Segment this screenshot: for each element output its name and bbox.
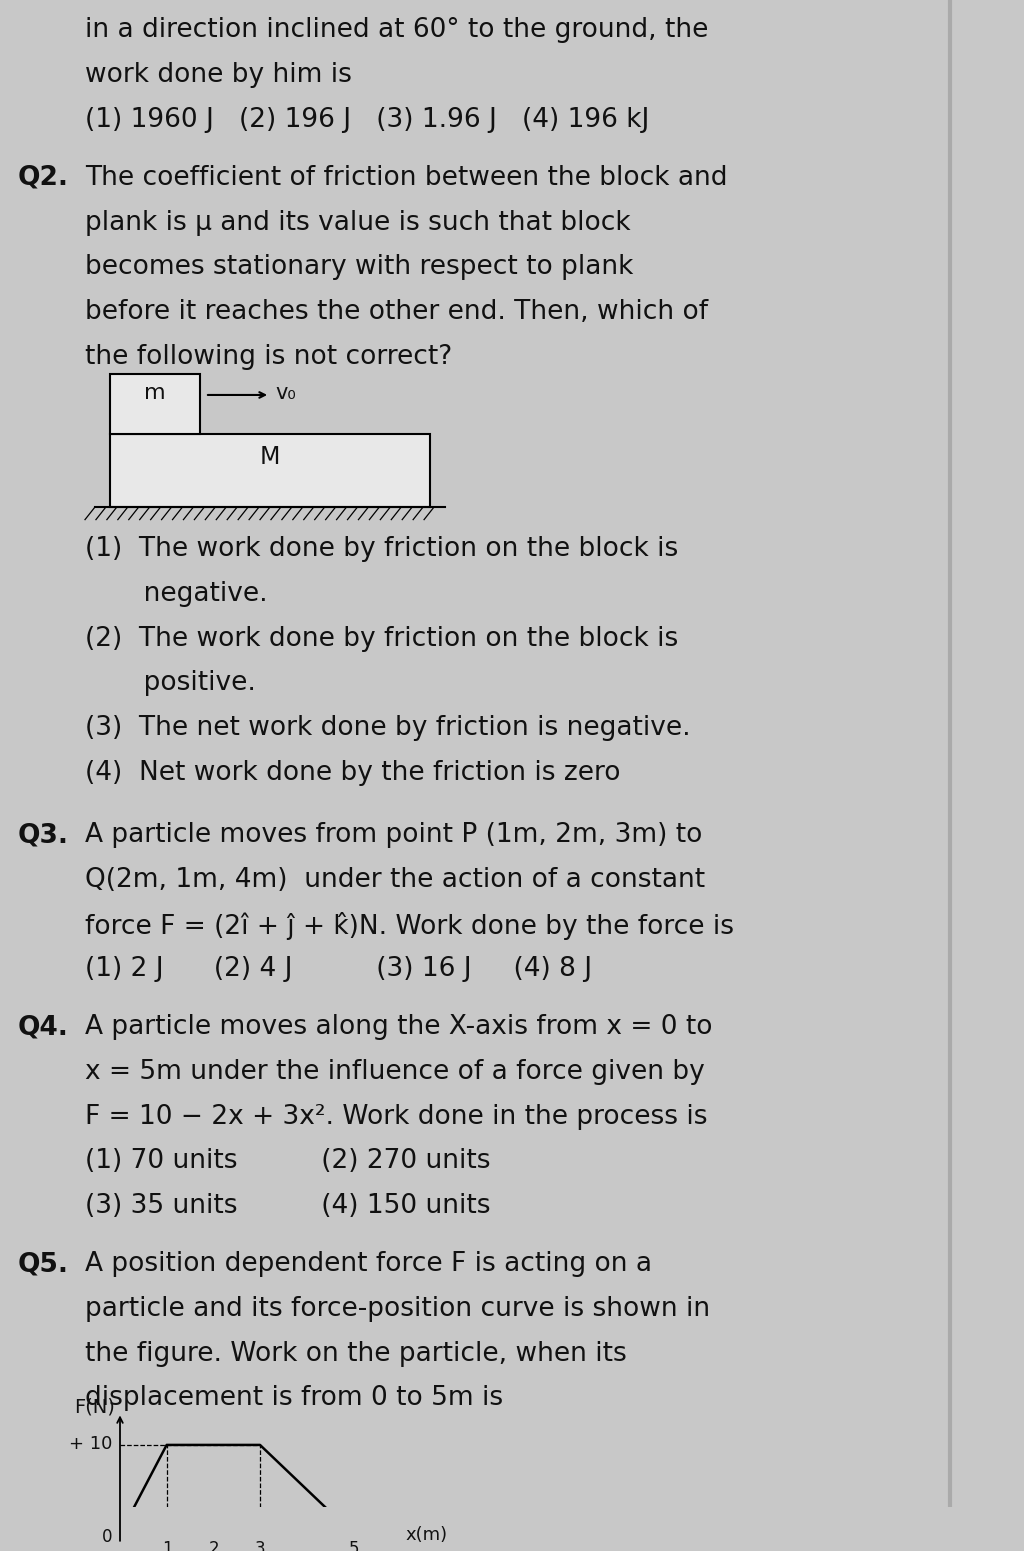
Text: plank is μ and its value is such that block: plank is μ and its value is such that bl… <box>85 209 631 236</box>
Text: negative.: negative. <box>85 580 267 606</box>
Text: (2)  The work done by friction on the block is: (2) The work done by friction on the blo… <box>85 625 678 651</box>
Text: M: M <box>260 445 281 468</box>
Text: A particle moves along the X-axis from x = 0 to: A particle moves along the X-axis from x… <box>85 1014 713 1041</box>
Text: 3: 3 <box>255 1540 265 1551</box>
Text: displacement is from 0 to 5m is: displacement is from 0 to 5m is <box>85 1385 503 1411</box>
Text: particle and its force-position curve is shown in: particle and its force-position curve is… <box>85 1297 710 1321</box>
Bar <box>110 434 430 507</box>
Text: (3)  The net work done by friction is negative.: (3) The net work done by friction is neg… <box>85 715 690 741</box>
Text: (1) 70 units          (2) 270 units: (1) 70 units (2) 270 units <box>85 1148 490 1174</box>
Text: (3) 35 units          (4) 150 units: (3) 35 units (4) 150 units <box>85 1193 490 1219</box>
Text: (4)  Net work done by the friction is zero: (4) Net work done by the friction is zer… <box>85 760 621 786</box>
Text: 0: 0 <box>101 1528 112 1546</box>
Text: Q3.: Q3. <box>18 822 69 848</box>
Bar <box>110 374 200 434</box>
Text: v₀: v₀ <box>275 383 296 403</box>
Text: + 10: + 10 <box>69 1435 112 1453</box>
Text: F = 10 − 2x + 3x². Work done in the process is: F = 10 − 2x + 3x². Work done in the proc… <box>85 1104 708 1129</box>
Text: A particle moves from point P (1m, 2m, 3m) to: A particle moves from point P (1m, 2m, 3… <box>85 822 702 848</box>
Text: m: m <box>144 383 166 403</box>
Text: the following is not correct?: the following is not correct? <box>85 344 453 369</box>
Text: Q5.: Q5. <box>18 1252 69 1276</box>
Text: x = 5m under the influence of a force given by: x = 5m under the influence of a force gi… <box>85 1059 705 1086</box>
Text: x(m): x(m) <box>406 1526 447 1545</box>
Text: 5: 5 <box>348 1540 358 1551</box>
Text: 1: 1 <box>162 1540 172 1551</box>
Text: (1) 2 J      (2) 4 J          (3) 16 J     (4) 8 J: (1) 2 J (2) 4 J (3) 16 J (4) 8 J <box>85 957 592 982</box>
Text: (1)  The work done by friction on the block is: (1) The work done by friction on the blo… <box>85 537 678 561</box>
Text: before it reaches the other end. Then, which of: before it reaches the other end. Then, w… <box>85 299 709 326</box>
Text: F(N): F(N) <box>74 1397 115 1418</box>
Text: becomes stationary with respect to plank: becomes stationary with respect to plank <box>85 254 634 281</box>
Text: positive.: positive. <box>85 670 256 696</box>
Text: Q4.: Q4. <box>18 1014 69 1041</box>
Text: Q(2m, 1m, 4m)  under the action of a constant: Q(2m, 1m, 4m) under the action of a cons… <box>85 867 706 893</box>
Text: The coefficient of friction between the block and: The coefficient of friction between the … <box>85 164 727 191</box>
Text: the figure. Work on the particle, when its: the figure. Work on the particle, when i… <box>85 1340 627 1366</box>
Text: (1) 1960 J   (2) 196 J   (3) 1.96 J   (4) 196 kJ: (1) 1960 J (2) 196 J (3) 1.96 J (4) 196 … <box>85 107 649 133</box>
Text: force F = (2î + ĵ + k̂)N. Work done by the force is: force F = (2î + ĵ + k̂)N. Work done by t… <box>85 912 734 940</box>
Text: work done by him is: work done by him is <box>85 62 352 88</box>
Text: A position dependent force F is acting on a: A position dependent force F is acting o… <box>85 1252 652 1276</box>
Text: Q2.: Q2. <box>18 164 69 191</box>
Text: 2: 2 <box>208 1540 219 1551</box>
Text: in a direction inclined at 60° to the ground, the: in a direction inclined at 60° to the gr… <box>85 17 709 43</box>
